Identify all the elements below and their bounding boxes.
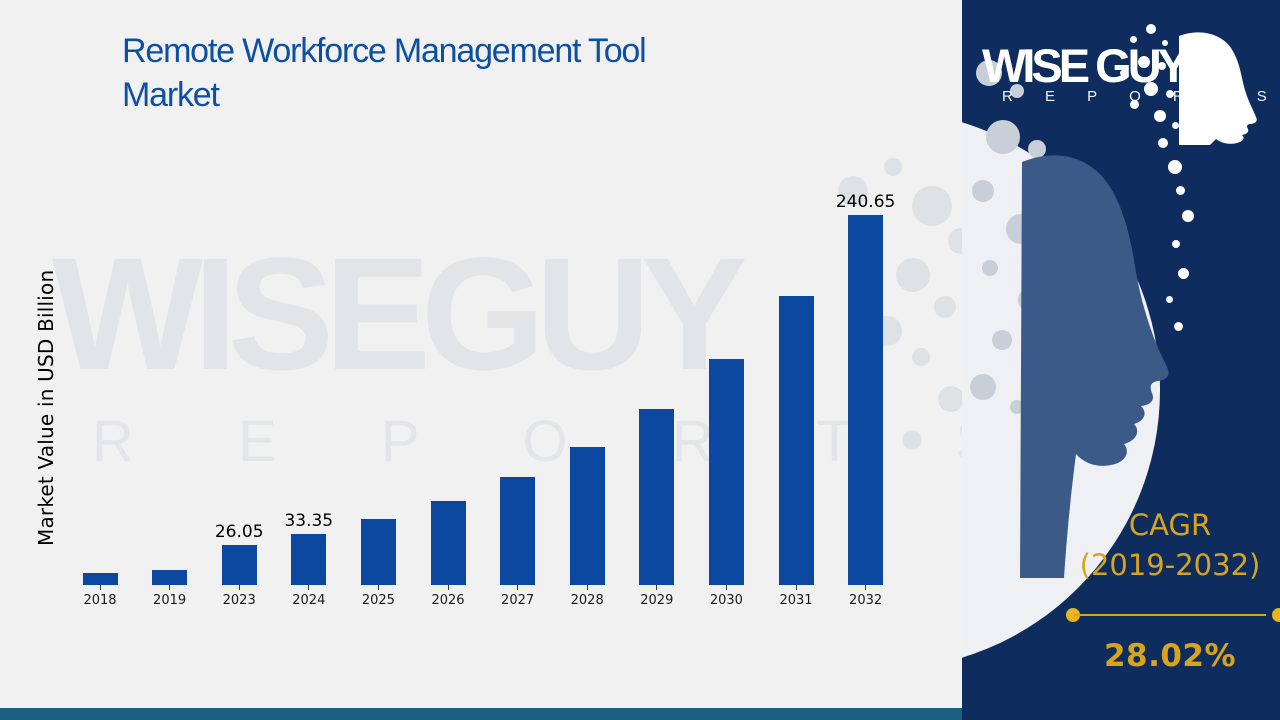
bar-2028 bbox=[569, 447, 605, 585]
dot bbox=[1174, 322, 1183, 331]
title-line-1: Remote Workforce Management Tool bbox=[122, 32, 647, 70]
watermark-wiseguy-text: WISEGUY bbox=[52, 224, 748, 403]
cagr-divider bbox=[1066, 608, 1280, 622]
dot bbox=[912, 186, 952, 226]
x-tick-label-2027: 2027 bbox=[501, 593, 535, 608]
bar-2024 bbox=[291, 534, 327, 585]
x-tick-2023 bbox=[238, 585, 240, 590]
y-axis-label: Market Value in USD Billion bbox=[34, 269, 58, 547]
dot bbox=[1166, 90, 1174, 98]
face-profile-icon bbox=[1020, 155, 1169, 578]
page-title: Remote Workforce Management Tool Market bbox=[122, 30, 647, 117]
cagr-block: CAGR (2019-2032) 28.02% bbox=[1066, 508, 1280, 674]
dot bbox=[970, 374, 996, 400]
bar-2032 bbox=[848, 215, 884, 585]
bar-2019 bbox=[152, 570, 188, 585]
divider-dot-right bbox=[1272, 608, 1280, 622]
x-tick-2024 bbox=[308, 585, 310, 590]
dot bbox=[1162, 40, 1168, 46]
bar-2031 bbox=[778, 296, 814, 585]
dot bbox=[1130, 100, 1139, 109]
x-tick-label-2031: 2031 bbox=[779, 593, 813, 608]
bar-2018 bbox=[82, 573, 118, 585]
dot bbox=[1154, 110, 1166, 122]
x-tick-2029 bbox=[656, 585, 658, 590]
dot bbox=[902, 430, 922, 450]
dot bbox=[896, 258, 930, 292]
dot bbox=[1176, 186, 1185, 195]
dot bbox=[1130, 36, 1137, 43]
x-tick-label-2032: 2032 bbox=[849, 593, 883, 608]
watermark-reports-text: R E P O R T S bbox=[92, 409, 962, 474]
dot bbox=[1138, 56, 1150, 68]
x-tick-2025 bbox=[377, 585, 379, 590]
value-label-2024: 33.35 bbox=[284, 511, 334, 531]
bar-2023 bbox=[221, 545, 257, 585]
dot bbox=[1144, 82, 1158, 96]
bar-2027 bbox=[500, 477, 536, 585]
bottom-accent-strip bbox=[0, 708, 962, 720]
dot bbox=[1010, 400, 1024, 414]
cagr-range: (2019-2032) bbox=[1079, 548, 1261, 582]
x-tick-label-2026: 2026 bbox=[431, 593, 465, 608]
dot bbox=[1178, 268, 1189, 279]
x-tick-label-2028: 2028 bbox=[570, 593, 604, 608]
dot bbox=[1010, 84, 1024, 98]
x-tick-label-2019: 2019 bbox=[153, 593, 187, 608]
value-label-2023: 26.05 bbox=[214, 522, 264, 542]
x-tick-2031 bbox=[795, 585, 797, 590]
title-line-2: Market bbox=[122, 75, 220, 114]
divider-dot-left bbox=[1066, 608, 1080, 622]
chart-panel: WISEGUY R E P O R T S Remote Workforce M… bbox=[0, 30, 962, 720]
logo-head-icon bbox=[1179, 32, 1257, 145]
dot bbox=[884, 158, 902, 176]
x-tick-2019 bbox=[169, 585, 171, 590]
cagr-label: CAGR bbox=[1128, 508, 1212, 542]
divider-line bbox=[1074, 614, 1266, 616]
x-tick-2027 bbox=[517, 585, 519, 590]
x-tick-label-2018: 2018 bbox=[83, 593, 117, 608]
bar-2029 bbox=[639, 409, 675, 585]
dot bbox=[1182, 210, 1194, 222]
cagr-value: 28.02% bbox=[1103, 638, 1237, 674]
x-tick-2026 bbox=[447, 585, 449, 590]
x-tick-label-2024: 2024 bbox=[292, 593, 326, 608]
bar-2030 bbox=[708, 359, 744, 585]
x-tick-label-2030: 2030 bbox=[709, 593, 743, 608]
dot bbox=[1146, 24, 1156, 34]
value-label-2032: 240.65 bbox=[835, 192, 896, 212]
x-tick-label-2029: 2029 bbox=[640, 593, 674, 608]
dot bbox=[938, 386, 962, 412]
x-tick-2018 bbox=[99, 585, 101, 590]
x-tick-label-2025: 2025 bbox=[361, 593, 395, 608]
dot bbox=[1158, 138, 1168, 148]
x-tick-2032 bbox=[865, 585, 867, 590]
dot bbox=[948, 228, 962, 254]
x-tick-2030 bbox=[725, 585, 727, 590]
dot bbox=[1028, 140, 1046, 158]
dot bbox=[1158, 62, 1166, 70]
bar-2025 bbox=[360, 519, 396, 585]
x-tick-label-2023: 2023 bbox=[222, 593, 256, 608]
dot bbox=[1172, 240, 1180, 248]
dot bbox=[912, 348, 930, 366]
dot bbox=[1172, 122, 1179, 129]
dot bbox=[986, 120, 1020, 154]
x-tick-2028 bbox=[586, 585, 588, 590]
dot bbox=[934, 296, 956, 318]
dot bbox=[1168, 160, 1182, 174]
dot bbox=[992, 330, 1012, 350]
bar-2026 bbox=[430, 501, 466, 585]
dot bbox=[1120, 70, 1126, 76]
dot bbox=[1166, 296, 1173, 303]
brand-panel: WISE GUY R E P O R T S CAGR (2019-2032) … bbox=[962, 0, 1280, 720]
dot bbox=[982, 260, 998, 276]
dot bbox=[976, 60, 1002, 86]
brand-logo: WISE GUY R E P O R T S bbox=[962, 0, 1280, 331]
dot bbox=[972, 180, 994, 202]
